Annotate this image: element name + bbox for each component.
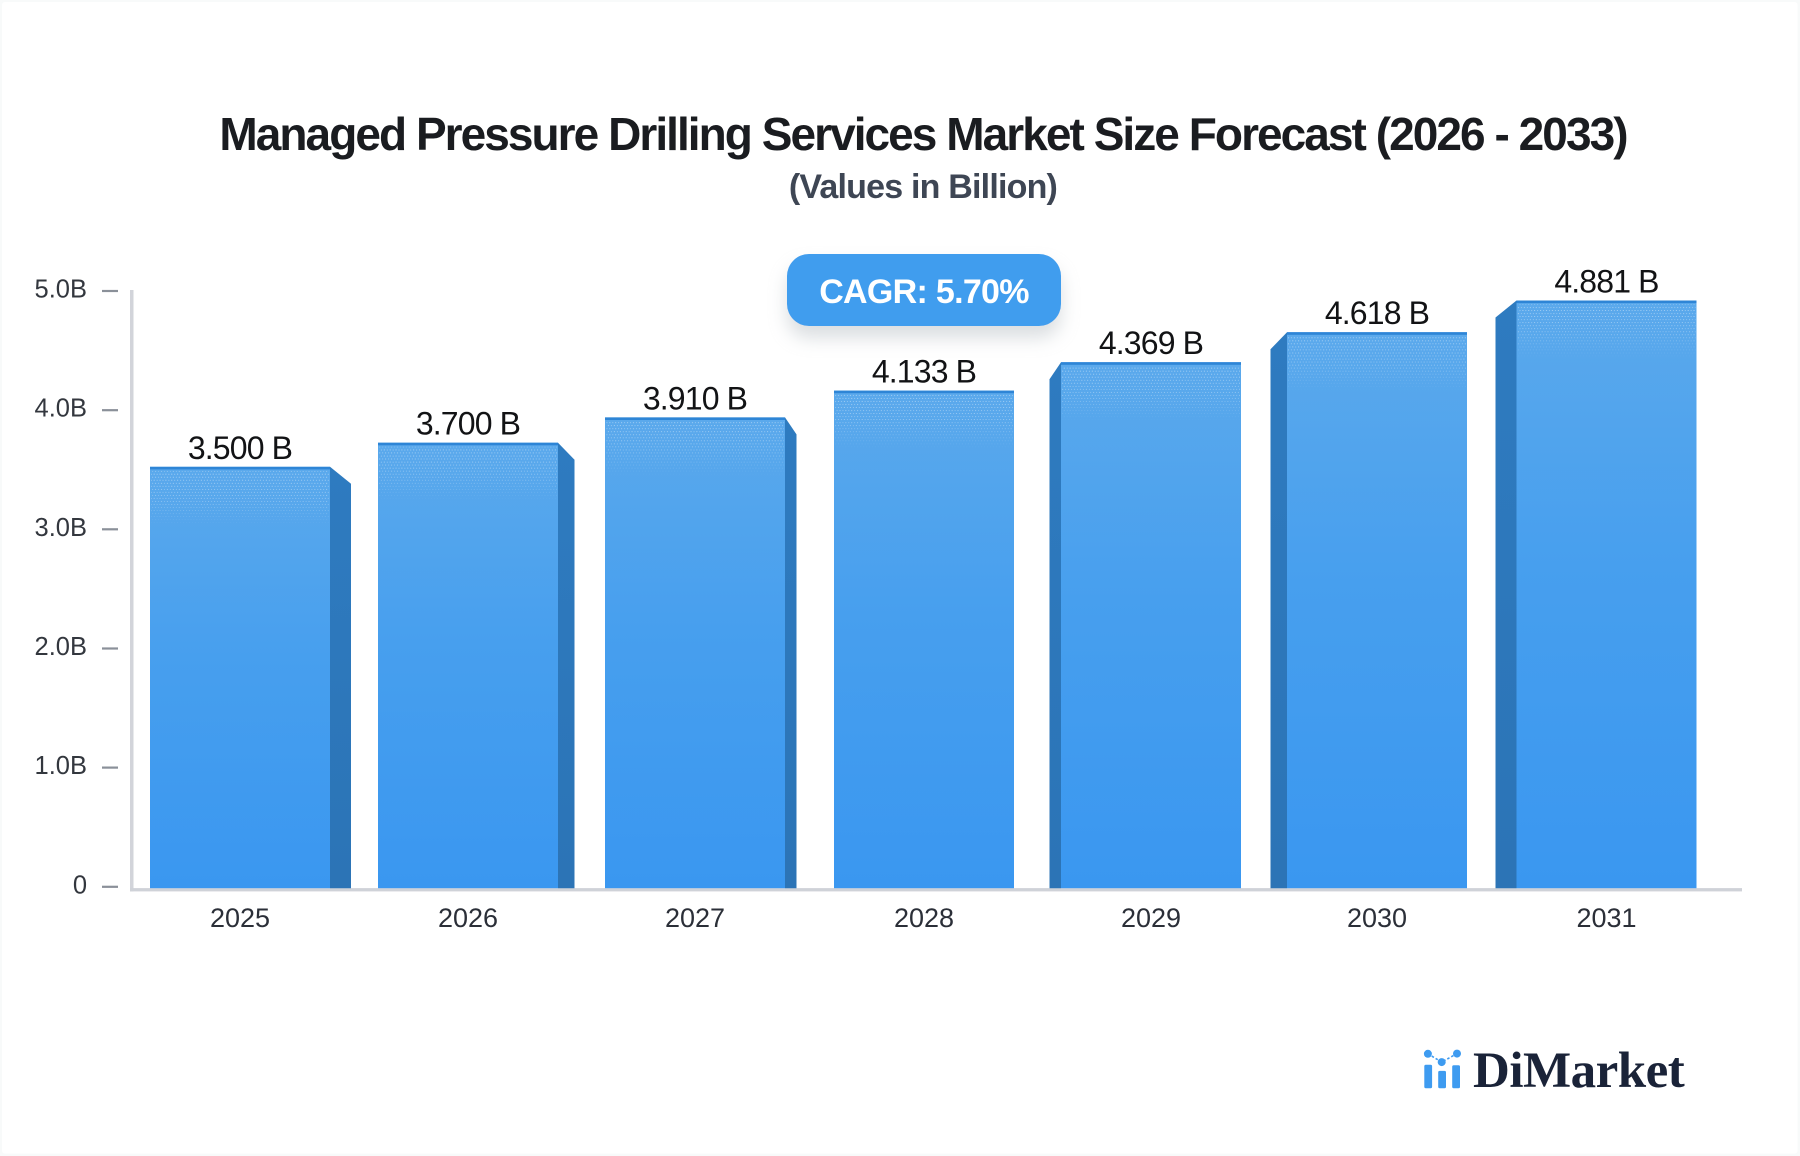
svg-text:4.0B: 4.0B (35, 395, 87, 423)
svg-text:1.0B: 1.0B (35, 752, 87, 780)
svg-text:4.133 B: 4.133 B (872, 354, 976, 390)
svg-text:0: 0 (73, 871, 87, 899)
svg-text:4.618 B: 4.618 B (1325, 295, 1429, 331)
svg-text:2026: 2026 (438, 903, 498, 933)
svg-text:3.700 B: 3.700 B (416, 406, 520, 442)
svg-text:CAGR: 5.70%: CAGR: 5.70% (819, 273, 1029, 311)
svg-text:2029: 2029 (1121, 903, 1181, 933)
svg-text:2025: 2025 (210, 903, 270, 933)
svg-text:5.0B: 5.0B (35, 276, 87, 304)
svg-text:3.500 B: 3.500 B (188, 430, 292, 466)
svg-text:3.0B: 3.0B (35, 514, 87, 542)
svg-text:4.881 B: 4.881 B (1554, 264, 1658, 300)
svg-text:(Values in Billion): (Values in Billion) (789, 168, 1057, 206)
svg-text:2030: 2030 (1347, 903, 1407, 933)
svg-text:Managed Pressure Drilling Serv: Managed Pressure Drilling Services Marke… (219, 108, 1627, 160)
svg-text:2028: 2028 (894, 903, 954, 933)
svg-text:3.910 B: 3.910 B (643, 380, 747, 416)
svg-text:4.369 B: 4.369 B (1099, 325, 1203, 361)
svg-text:2031: 2031 (1576, 903, 1636, 933)
svg-text:2.0B: 2.0B (35, 633, 87, 661)
svg-text:DiMarket: DiMarket (1473, 1043, 1685, 1099)
svg-text:2027: 2027 (665, 903, 725, 933)
